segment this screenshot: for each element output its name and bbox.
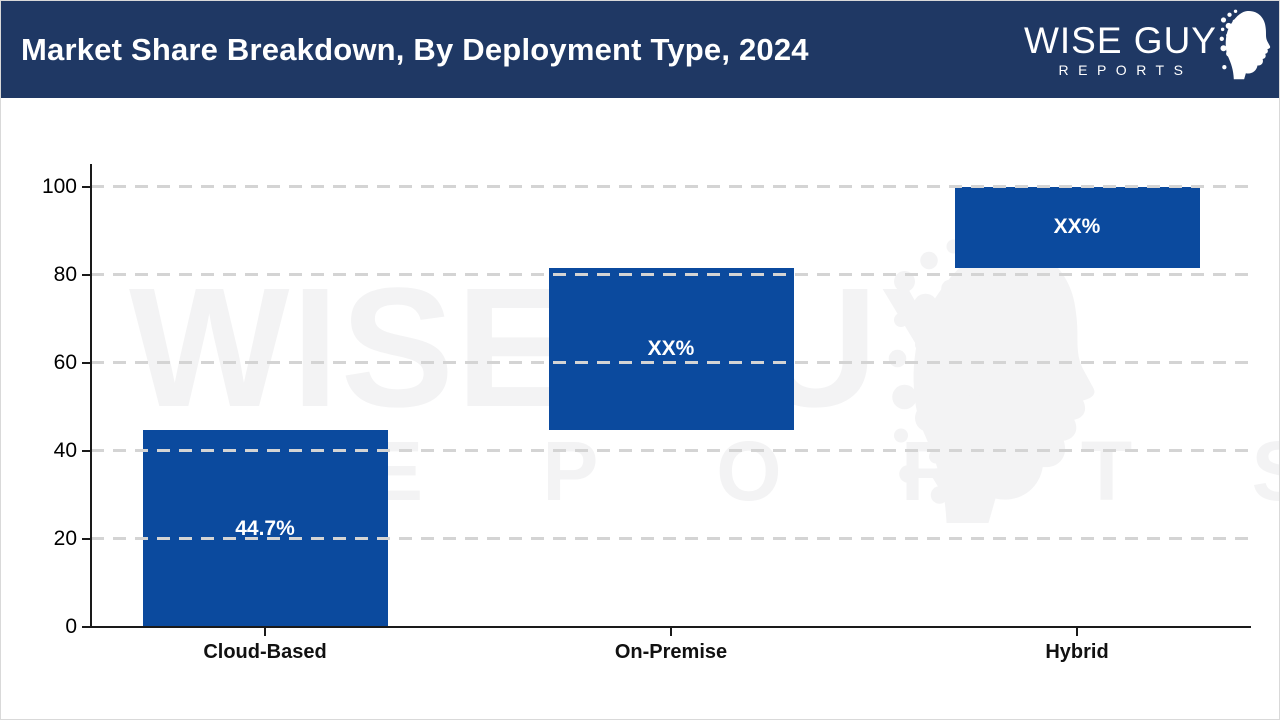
gridline-20 — [91, 537, 1251, 541]
bar-value-label: 44.7% — [235, 516, 295, 540]
bar-on-premise — [548, 268, 794, 431]
bar-value-label: XX% — [1053, 215, 1101, 239]
page-title: Market Share Breakdown, By Deployment Ty… — [21, 31, 809, 67]
bar-hybrid — [954, 186, 1200, 269]
y-tick-label: 60 — [53, 350, 77, 374]
y-tick-label: 80 — [53, 262, 77, 286]
x-axis — [90, 626, 1251, 628]
y-tick-mark — [82, 185, 90, 188]
bar-value-label: XX% — [647, 337, 695, 361]
x-category-label: On-Premise — [614, 641, 728, 663]
y-tick-label: 20 — [53, 526, 77, 550]
y-tick-label: 100 — [41, 174, 77, 198]
gridline-80 — [91, 273, 1251, 277]
bar-cloud-based — [142, 430, 388, 627]
brand-head-icon — [1219, 9, 1271, 80]
gridline-100 — [91, 185, 1251, 188]
y-tick-mark — [82, 361, 90, 364]
y-tick-mark — [82, 537, 90, 540]
y-tick-mark — [82, 449, 90, 452]
gridline-40 — [91, 449, 1251, 453]
brand-name-text: WISE GUY — [1023, 20, 1217, 62]
brand-logo: WISE GUY REPORTS — [1024, 7, 1271, 93]
x-tick-mark — [670, 628, 672, 636]
header-band: Market Share Breakdown, By Deployment Ty… — [1, 1, 1279, 98]
x-tick-mark — [264, 628, 266, 636]
y-tick-mark — [82, 626, 90, 628]
x-category-label: Cloud-Based — [203, 641, 327, 663]
x-tick-mark — [1076, 628, 1078, 636]
y-axis — [90, 164, 92, 628]
y-tick-mark — [82, 273, 90, 276]
y-tick-label: 40 — [53, 438, 77, 462]
brand-subtitle-text: REPORTS — [1058, 62, 1193, 79]
x-category-label: Hybrid — [1045, 641, 1109, 663]
y-tick-label: 0 — [65, 615, 77, 638]
gridline-60 — [91, 361, 1251, 365]
